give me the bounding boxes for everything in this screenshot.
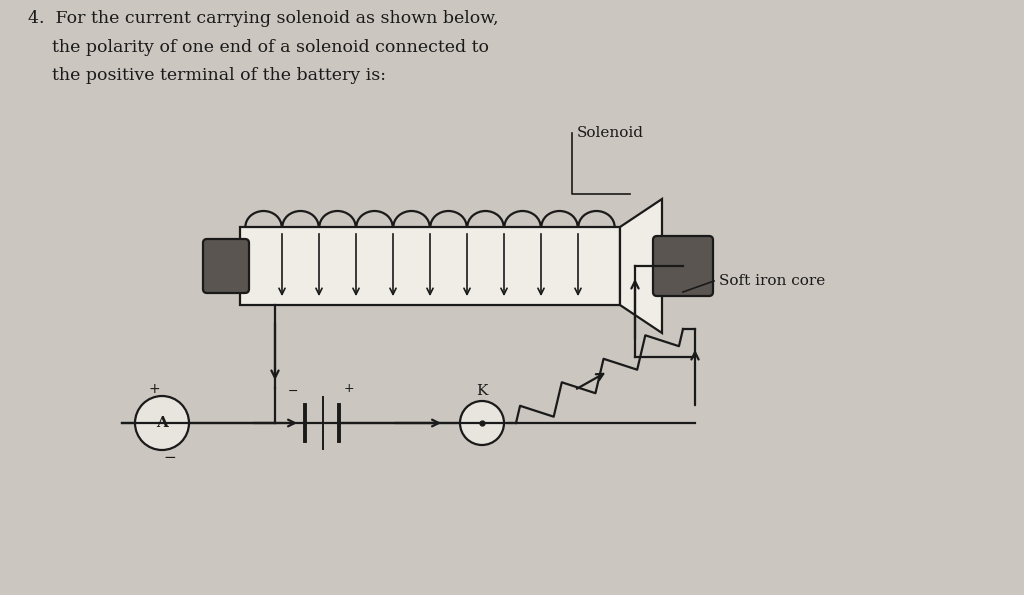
Circle shape bbox=[135, 396, 189, 450]
Text: A: A bbox=[156, 416, 168, 430]
Text: Soft iron core: Soft iron core bbox=[719, 274, 825, 288]
Text: Solenoid: Solenoid bbox=[577, 126, 644, 140]
FancyBboxPatch shape bbox=[203, 239, 249, 293]
Text: −: − bbox=[164, 450, 176, 465]
Text: +: + bbox=[148, 382, 160, 396]
Circle shape bbox=[460, 401, 504, 445]
Polygon shape bbox=[620, 199, 662, 333]
Text: +: + bbox=[344, 382, 354, 395]
Bar bbox=[240, 227, 620, 305]
Text: 4.  For the current carrying solenoid as shown below,: 4. For the current carrying solenoid as … bbox=[28, 10, 499, 27]
FancyBboxPatch shape bbox=[653, 236, 713, 296]
Text: −: − bbox=[288, 385, 298, 398]
Text: the polarity of one end of a solenoid connected to: the polarity of one end of a solenoid co… bbox=[52, 39, 489, 56]
Text: the positive terminal of the battery is:: the positive terminal of the battery is: bbox=[52, 67, 386, 84]
Text: K: K bbox=[476, 384, 487, 398]
